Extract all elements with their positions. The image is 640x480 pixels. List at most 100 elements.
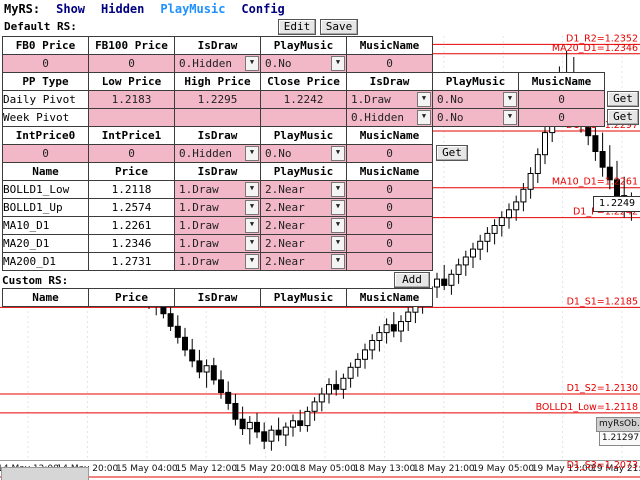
- menu-item-show[interactable]: Show: [56, 2, 86, 16]
- rs-price-value: 1.2346: [88, 234, 175, 253]
- rs-musicname-field[interactable]: 0: [346, 252, 433, 271]
- rs-name-label: BOLLD1_Low: [2, 180, 89, 199]
- intprice0-field[interactable]: 0: [2, 144, 89, 163]
- chevron-down-icon[interactable]: ▼: [245, 56, 259, 71]
- rs-playmusic-dropdown[interactable]: 2.Near ▼: [260, 216, 347, 235]
- fb-musicname-field[interactable]: 0: [346, 54, 433, 73]
- fb0-price-field[interactable]: 0: [2, 54, 89, 73]
- fb-header-musicname: MusicName: [346, 36, 433, 55]
- fb-header-fb100: FB100 Price: [88, 36, 175, 55]
- week-low-field[interactable]: [88, 108, 175, 127]
- rs-playmusic-dropdown[interactable]: 2.Near ▼: [260, 198, 347, 217]
- rs-musicname-field[interactable]: 0: [346, 216, 433, 235]
- menu-item-config[interactable]: Config: [241, 2, 285, 16]
- rs-row-ma200: MA200_D1 1.2731 1.Draw ▼ 2.Near ▼ 0: [2, 252, 433, 271]
- menu-item-playmusic[interactable]: PlayMusic: [160, 2, 226, 16]
- save-button[interactable]: Save: [320, 19, 358, 35]
- custom-rs-row: Custom RS: Add: [2, 272, 430, 288]
- week-musicname-field[interactable]: 0: [518, 108, 605, 127]
- chevron-down-icon[interactable]: ▼: [331, 236, 345, 251]
- rs-header-isdraw: IsDraw: [174, 162, 261, 181]
- chevron-down-icon[interactable]: ▼: [245, 236, 259, 251]
- fb-isdraw-dropdown[interactable]: 0.Hidden ▼: [174, 54, 261, 73]
- rs-playmusic-dropdown[interactable]: 2.Near ▼: [260, 234, 347, 253]
- rs-playmusic-dropdown[interactable]: 2.Near ▼: [260, 252, 347, 271]
- rs-musicname-field[interactable]: 0: [346, 180, 433, 199]
- rs-isdraw-dropdown[interactable]: 1.Draw ▼: [174, 252, 261, 271]
- chevron-down-icon[interactable]: ▼: [503, 110, 517, 125]
- svg-text:18 May 21:00: 18 May 21:00: [413, 464, 475, 474]
- chevron-down-icon[interactable]: ▼: [331, 146, 345, 161]
- pp-header-low: Low Price: [88, 72, 175, 91]
- custom-header-playmusic: PlayMusic: [260, 288, 347, 307]
- rs-musicname-field[interactable]: 0: [346, 234, 433, 253]
- rs-isdraw-dropdown[interactable]: 1.Draw ▼: [174, 198, 261, 217]
- chevron-down-icon[interactable]: ▼: [331, 254, 345, 269]
- rs-row-bolld1-low: BOLLD1_Low 1.2118 1.Draw ▼ 2.Near ▼ 0: [2, 180, 433, 199]
- rs-header-playmusic: PlayMusic: [260, 162, 347, 181]
- rs-isdraw-dropdown[interactable]: 1.Draw ▼: [174, 234, 261, 253]
- fb-header-isdraw: IsDraw: [174, 36, 261, 55]
- chevron-down-icon[interactable]: ▼: [331, 182, 345, 197]
- rs-name-label: MA200_D1: [2, 252, 89, 271]
- edit-button[interactable]: Edit: [278, 19, 316, 35]
- week-close-field[interactable]: [260, 108, 347, 127]
- intprice-table: IntPrice0 IntPrice1 IsDraw PlayMusic Mus…: [2, 126, 433, 163]
- chevron-down-icon[interactable]: ▼: [331, 56, 345, 71]
- pp-type-label: Daily Pivot: [2, 90, 89, 109]
- daily-close-field[interactable]: 1.2242: [260, 90, 347, 109]
- int-musicname-field[interactable]: 0: [346, 144, 433, 163]
- svg-text:18 May 13:00: 18 May 13:00: [354, 464, 416, 474]
- daily-musicname-field[interactable]: 0: [518, 90, 605, 109]
- rs-isdraw-dropdown[interactable]: 1.Draw ▼: [174, 180, 261, 199]
- chevron-down-icon[interactable]: ▼: [417, 92, 431, 107]
- week-get-button[interactable]: Get: [607, 109, 639, 125]
- pp-table: PP Type Low Price High Price Close Price…: [2, 72, 605, 127]
- chevron-down-icon[interactable]: ▼: [245, 254, 259, 269]
- chevron-down-icon[interactable]: ▼: [245, 218, 259, 233]
- fb-playmusic-dropdown[interactable]: 0.No ▼: [260, 54, 347, 73]
- daily-low-field[interactable]: 1.2183: [88, 90, 175, 109]
- chevron-down-icon[interactable]: ▼: [245, 146, 259, 161]
- chevron-down-icon[interactable]: ▼: [503, 92, 517, 107]
- daily-get-button[interactable]: Get: [607, 91, 639, 107]
- pp-header-type: PP Type: [2, 72, 89, 91]
- svg-text:19 May 21:00: 19 May 21:00: [591, 464, 640, 474]
- chevron-down-icon[interactable]: ▼: [245, 182, 259, 197]
- week-high-field[interactable]: [174, 108, 261, 127]
- menu-item-hidden[interactable]: Hidden: [101, 2, 145, 16]
- rs-isdraw-dropdown[interactable]: 1.Draw ▼: [174, 216, 261, 235]
- week-isdraw-dropdown[interactable]: 0.Hidden ▼: [346, 108, 433, 127]
- int-isdraw-dropdown[interactable]: 0.Hidden ▼: [174, 144, 261, 163]
- rs-playmusic-dropdown[interactable]: 2.Near ▼: [260, 180, 347, 199]
- int-header-musicname: MusicName: [346, 126, 433, 145]
- rs-header-name: Name: [2, 162, 89, 181]
- object-tooltip-name: myRsOb…: [596, 417, 640, 432]
- rs-row-ma10: MA10_D1 1.2261 1.Draw ▼ 2.Near ▼ 0: [2, 216, 433, 235]
- daily-high-field[interactable]: 1.2295: [174, 90, 261, 109]
- chevron-down-icon[interactable]: ▼: [245, 200, 259, 215]
- add-button[interactable]: Add: [394, 272, 430, 288]
- svg-text:D1_S1=1.2185: D1_S1=1.2185: [567, 296, 638, 307]
- current-price-box: 1.2249: [593, 196, 640, 212]
- rs-musicname-field[interactable]: 0: [346, 198, 433, 217]
- chevron-down-icon[interactable]: ▼: [331, 218, 345, 233]
- svg-text:D1_S3=1.2073: D1_S3=1.2073: [567, 460, 638, 471]
- int-get-button[interactable]: Get: [436, 145, 468, 161]
- chart-scrollbar-thumb[interactable]: [1, 467, 89, 480]
- svg-text:15 May 20:00: 15 May 20:00: [235, 464, 297, 474]
- rs-name-label: MA10_D1: [2, 216, 89, 235]
- week-playmusic-dropdown[interactable]: 0.No ▼: [432, 108, 519, 127]
- svg-text:D1_S2=1.2130: D1_S2=1.2130: [567, 383, 638, 394]
- svg-text:19 May 13:00: 19 May 13:00: [532, 464, 594, 474]
- pp-header-musicname: MusicName: [518, 72, 605, 91]
- daily-playmusic-dropdown[interactable]: 0.No ▼: [432, 90, 519, 109]
- daily-isdraw-dropdown[interactable]: 1.Draw ▼: [346, 90, 433, 109]
- int-header-p1: IntPrice1: [88, 126, 175, 145]
- svg-text:15 May 04:00: 15 May 04:00: [116, 464, 178, 474]
- intprice1-field[interactable]: 0: [88, 144, 175, 163]
- chevron-down-icon[interactable]: ▼: [331, 200, 345, 215]
- chevron-down-icon[interactable]: ▼: [417, 110, 431, 125]
- int-playmusic-dropdown[interactable]: 0.No ▼: [260, 144, 347, 163]
- fb100-price-field[interactable]: 0: [88, 54, 175, 73]
